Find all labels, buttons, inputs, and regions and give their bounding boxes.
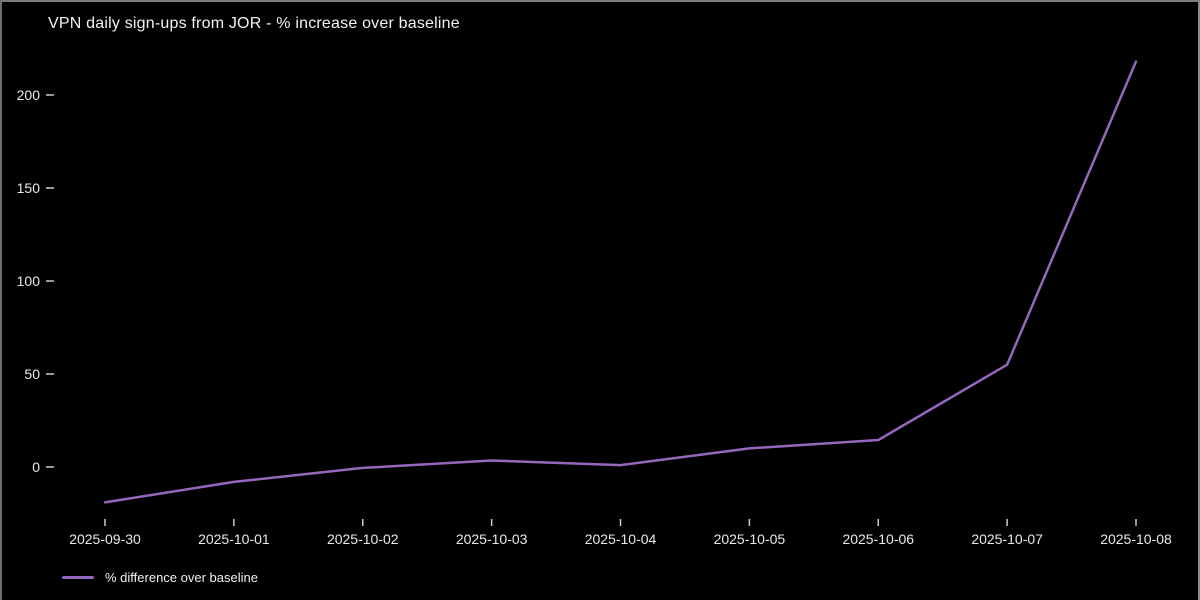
x-tick-label: 2025-10-07 bbox=[971, 531, 1043, 547]
x-tick-label: 2025-10-04 bbox=[585, 531, 657, 547]
x-tick-label: 2025-10-03 bbox=[456, 531, 528, 547]
y-tick-label: 200 bbox=[17, 87, 41, 103]
y-tick-label: 100 bbox=[17, 273, 41, 289]
y-tick-label: 0 bbox=[32, 459, 40, 475]
x-tick-label: 2025-10-05 bbox=[714, 531, 786, 547]
x-tick-label: 2025-10-06 bbox=[842, 531, 914, 547]
y-tick-label: 150 bbox=[17, 180, 41, 196]
legend: % difference over baseline bbox=[62, 570, 258, 585]
x-tick-label: 2025-09-30 bbox=[69, 531, 141, 547]
x-tick-label: 2025-10-08 bbox=[1100, 531, 1172, 547]
y-tick-label: 50 bbox=[24, 366, 40, 382]
x-tick-label: 2025-10-01 bbox=[198, 531, 270, 547]
legend-label: % difference over baseline bbox=[105, 570, 258, 585]
legend-line-swatch bbox=[62, 576, 94, 579]
data-line-series bbox=[103, 60, 1138, 504]
x-tick-label: 2025-10-02 bbox=[327, 531, 399, 547]
chart-title: VPN daily sign-ups from JOR - % increase… bbox=[48, 15, 460, 32]
